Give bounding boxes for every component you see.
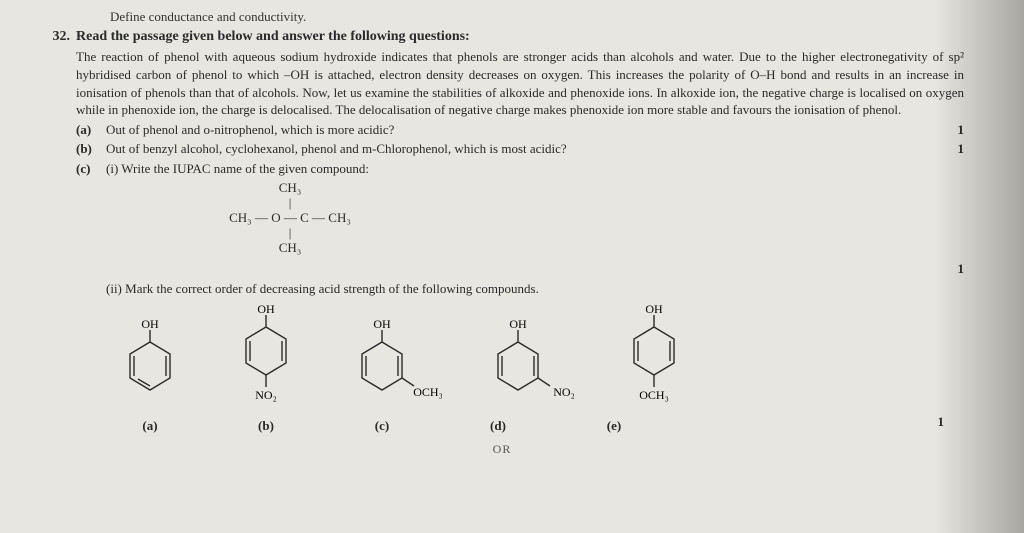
passage-text: The reaction of phenol with aqueous sodi… [76, 48, 964, 118]
part-b-text: Out of benzyl alcohol, cyclohexanol, phe… [106, 140, 924, 158]
label-c: (c) [342, 417, 422, 435]
benzene-icon: OH NO₂ [478, 318, 578, 413]
or-separator: OR [40, 441, 964, 457]
struct-line-5: CH₃ [190, 241, 390, 256]
part-a-marks: 1 [924, 121, 964, 139]
struct-line-2: | [190, 196, 390, 211]
part-c-ii-text: (ii) Mark the correct order of decreasin… [106, 280, 964, 298]
och3-label: OCH₃ [639, 388, 669, 402]
oh-label: OH [141, 318, 159, 331]
compound-structure: CH₃ | CH₃ — O — C — CH₃ | CH₃ [190, 181, 390, 256]
oh-label: OH [645, 303, 663, 316]
no2-label: NO₂ [553, 385, 575, 399]
benzene-icon: OH NO₂ [226, 303, 306, 413]
question-heading: Read the passage given below and answer … [76, 28, 964, 47]
part-b-label: (b) [76, 140, 106, 158]
compound-e: OH OCH₃ [614, 303, 694, 413]
label-d: (d) [458, 417, 538, 435]
compound-b: OH NO₂ [226, 303, 306, 413]
compound-row: OH OH NO₂ [110, 303, 964, 413]
compound-d: OH NO₂ [478, 318, 578, 413]
no2-label: NO₂ [255, 388, 277, 402]
benzene-icon: OH [110, 318, 190, 413]
label-a: (a) [110, 417, 190, 435]
benzene-icon: OH OCH₃ [614, 303, 694, 413]
oh-label: OH [509, 318, 527, 331]
och3-label: OCH₃ [413, 385, 442, 399]
part-c-i-marks: 1 [924, 260, 964, 278]
benzene-icon: OH OCH₃ [342, 318, 442, 413]
label-b: (b) [226, 417, 306, 435]
part-c-ii-marks: 1 [904, 413, 964, 431]
struct-line-4: | [190, 226, 390, 241]
label-e: (e) [574, 417, 654, 435]
compound-a: OH [110, 318, 190, 413]
oh-label: OH [257, 303, 275, 316]
compound-c: OH OCH₃ [342, 318, 442, 413]
part-c-label: (c) [76, 160, 106, 178]
oh-label: OH [373, 318, 391, 331]
part-c-i-text: (i) Write the IUPAC name of the given co… [106, 160, 964, 178]
struct-line-3: CH₃ — O — C — CH₃ [190, 211, 390, 226]
part-a-text: Out of phenol and o-nitrophenol, which i… [106, 121, 924, 139]
question-number: 32. [40, 28, 76, 47]
part-b-marks: 1 [924, 140, 964, 158]
part-a-label: (a) [76, 121, 106, 139]
compound-labels: (a) (b) (c) (d) (e) [110, 417, 904, 435]
prev-question-fragment: Define conductance and conductivity. [110, 8, 964, 26]
struct-line-1: CH₃ [190, 181, 390, 196]
